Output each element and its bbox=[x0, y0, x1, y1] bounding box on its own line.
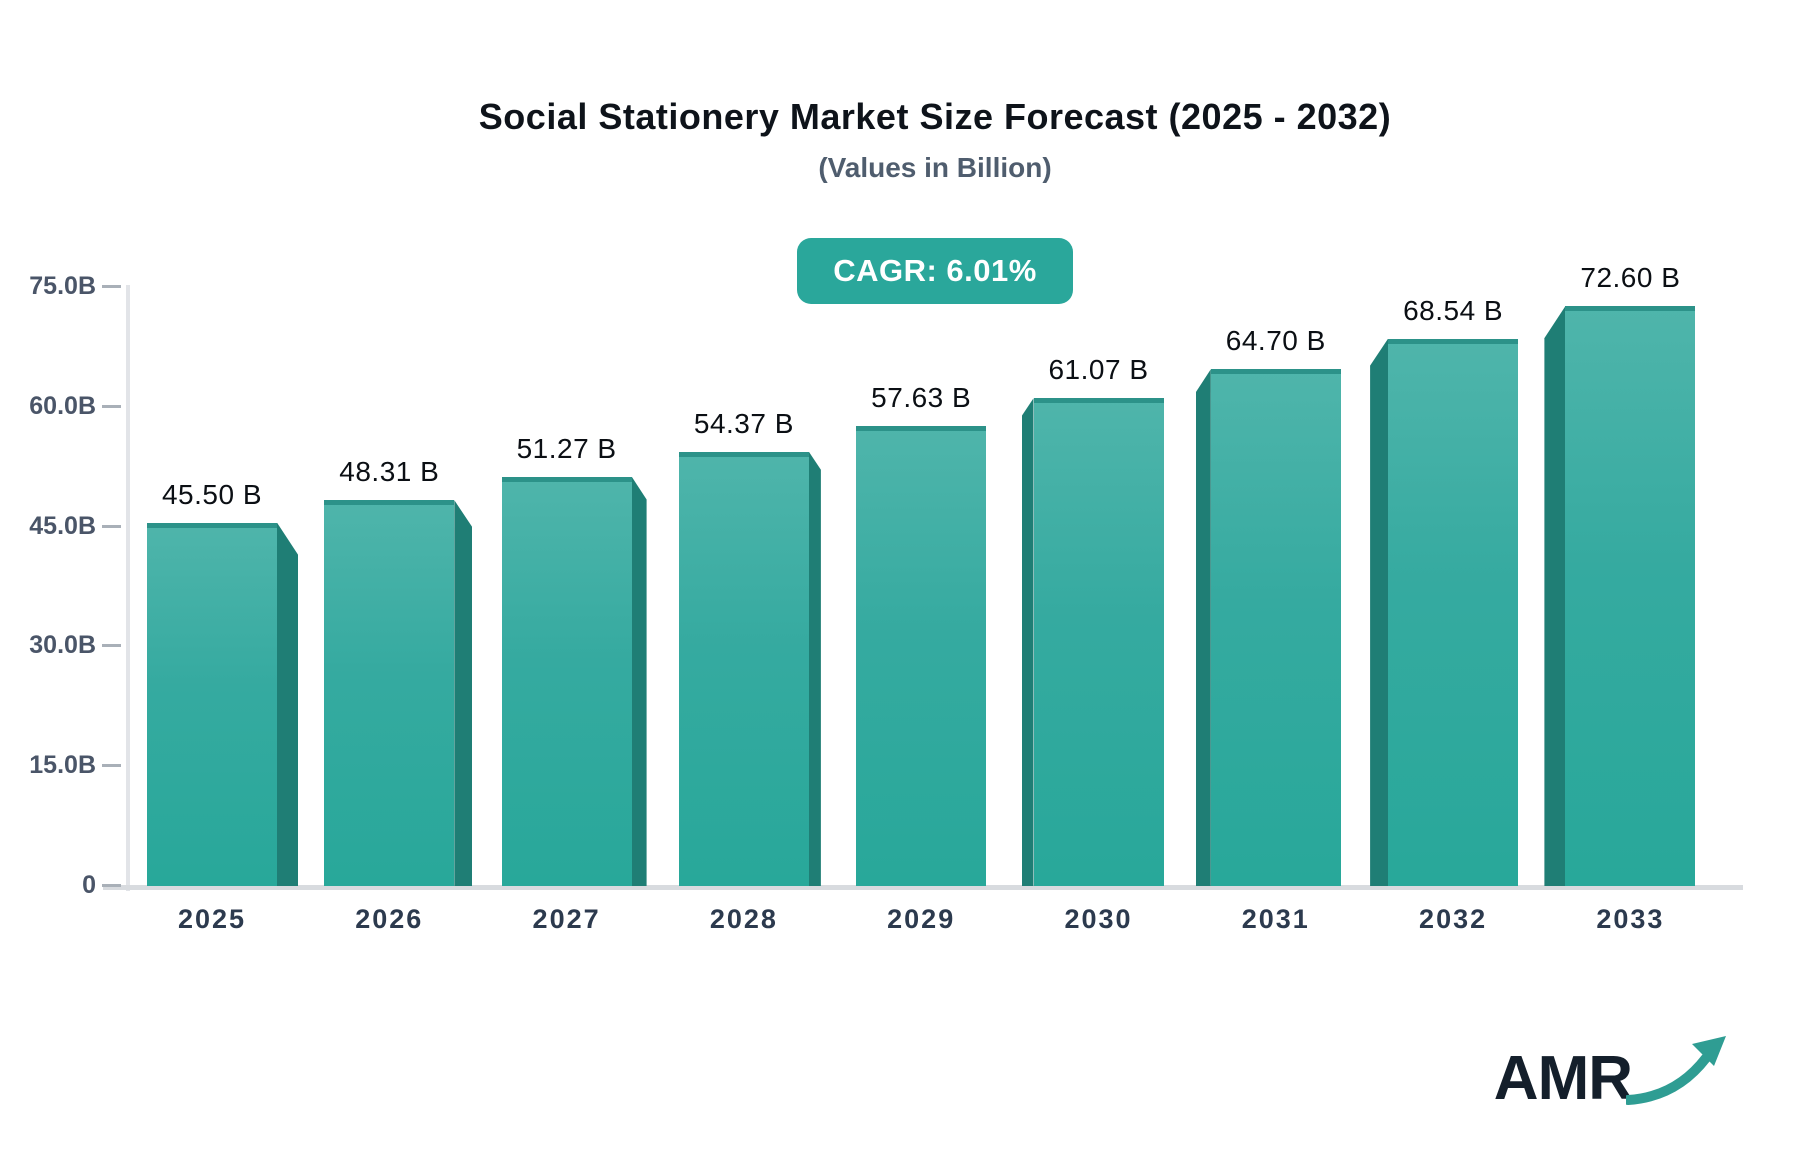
bar-value-label: 64.70 B bbox=[1225, 325, 1326, 357]
bar-top-edge bbox=[856, 425, 987, 431]
bar-side-face bbox=[1370, 338, 1389, 886]
bar-side-face bbox=[1195, 369, 1211, 886]
bar-2026 bbox=[324, 500, 455, 886]
x-axis-label-2026: 2026 bbox=[355, 904, 424, 934]
growth-arrow-icon bbox=[1626, 1036, 1726, 1105]
x-axis-label-2027: 2027 bbox=[532, 904, 601, 934]
chart-subtitle: (Values in Billion) bbox=[818, 152, 1052, 183]
bar-2027 bbox=[501, 476, 632, 886]
y-tick-mark bbox=[102, 404, 121, 408]
amr-logo-text: AMR bbox=[1493, 1044, 1633, 1113]
x-axis-label-2029: 2029 bbox=[887, 904, 956, 934]
bar-top-edge bbox=[1388, 338, 1519, 344]
y-axis-line bbox=[126, 285, 130, 891]
cagr-badge: CAGR: 6.01% bbox=[797, 238, 1073, 304]
y-tick-label: 75.0B bbox=[29, 272, 96, 300]
x-axis-label-2025: 2025 bbox=[177, 904, 247, 934]
bar-top-edge bbox=[1210, 369, 1341, 375]
bar-side-face bbox=[808, 451, 821, 886]
bar-2033 bbox=[1565, 306, 1696, 886]
bar-top-edge bbox=[1565, 306, 1696, 312]
bar-2032 bbox=[1388, 338, 1519, 886]
x-axis-label-2031: 2031 bbox=[1241, 904, 1310, 934]
y-tick-label: 60.0B bbox=[29, 391, 96, 420]
y-tick-label: 45.0B bbox=[29, 511, 96, 540]
bar-value-label: 57.63 B bbox=[871, 381, 972, 413]
bar-top-edge bbox=[501, 476, 632, 482]
bar-2025 bbox=[147, 522, 277, 886]
x-axis-label-2033: 2033 bbox=[1596, 904, 1665, 934]
bar-side-face bbox=[631, 476, 647, 886]
y-tick-label: 30.0B bbox=[29, 631, 96, 660]
bar-value-label: 72.60 B bbox=[1580, 262, 1681, 294]
y-tick-mark bbox=[102, 644, 121, 648]
bar-side-face bbox=[454, 500, 473, 886]
bar-top-edge bbox=[678, 451, 809, 457]
bar-top-edge bbox=[324, 500, 455, 506]
bar-2031 bbox=[1210, 369, 1341, 886]
amr-logo: AMR bbox=[1494, 1034, 1730, 1110]
x-axis-label-2028: 2028 bbox=[709, 904, 778, 934]
chart-header: Social Stationery Market Size Forecast (… bbox=[70, 0, 1800, 304]
bar-2028 bbox=[678, 451, 809, 886]
x-axis-label-2030: 2030 bbox=[1064, 904, 1133, 934]
y-tick-label: 0 bbox=[82, 871, 96, 899]
bar-2029 bbox=[856, 425, 987, 886]
y-tick-mark bbox=[102, 285, 121, 288]
bar-value-label: 48.31 B bbox=[339, 456, 440, 488]
x-axis-label-2032: 2032 bbox=[1419, 904, 1488, 934]
y-tick-label: 15.0B bbox=[29, 751, 96, 780]
bar-value-label: 68.54 B bbox=[1403, 294, 1504, 326]
x-axis-baseline bbox=[103, 885, 1743, 890]
bar-value-label: 51.27 B bbox=[516, 432, 617, 464]
chart-title: Social Stationery Market Size Forecast (… bbox=[478, 96, 1392, 137]
bar-top-edge bbox=[147, 522, 277, 528]
bar-side-face bbox=[277, 522, 298, 886]
bar-value-label: 61.07 B bbox=[1048, 354, 1149, 386]
bar-top-edge bbox=[1033, 398, 1164, 404]
bar-side-face bbox=[1021, 398, 1034, 886]
bar-value-label: 54.37 B bbox=[693, 407, 794, 439]
bar-side-face bbox=[1544, 306, 1566, 886]
y-tick-mark bbox=[102, 764, 121, 768]
y-tick-mark bbox=[102, 884, 121, 887]
y-tick-mark bbox=[102, 524, 121, 528]
bar-value-label: 45.50 B bbox=[161, 478, 263, 510]
bar-2030 bbox=[1033, 398, 1164, 886]
